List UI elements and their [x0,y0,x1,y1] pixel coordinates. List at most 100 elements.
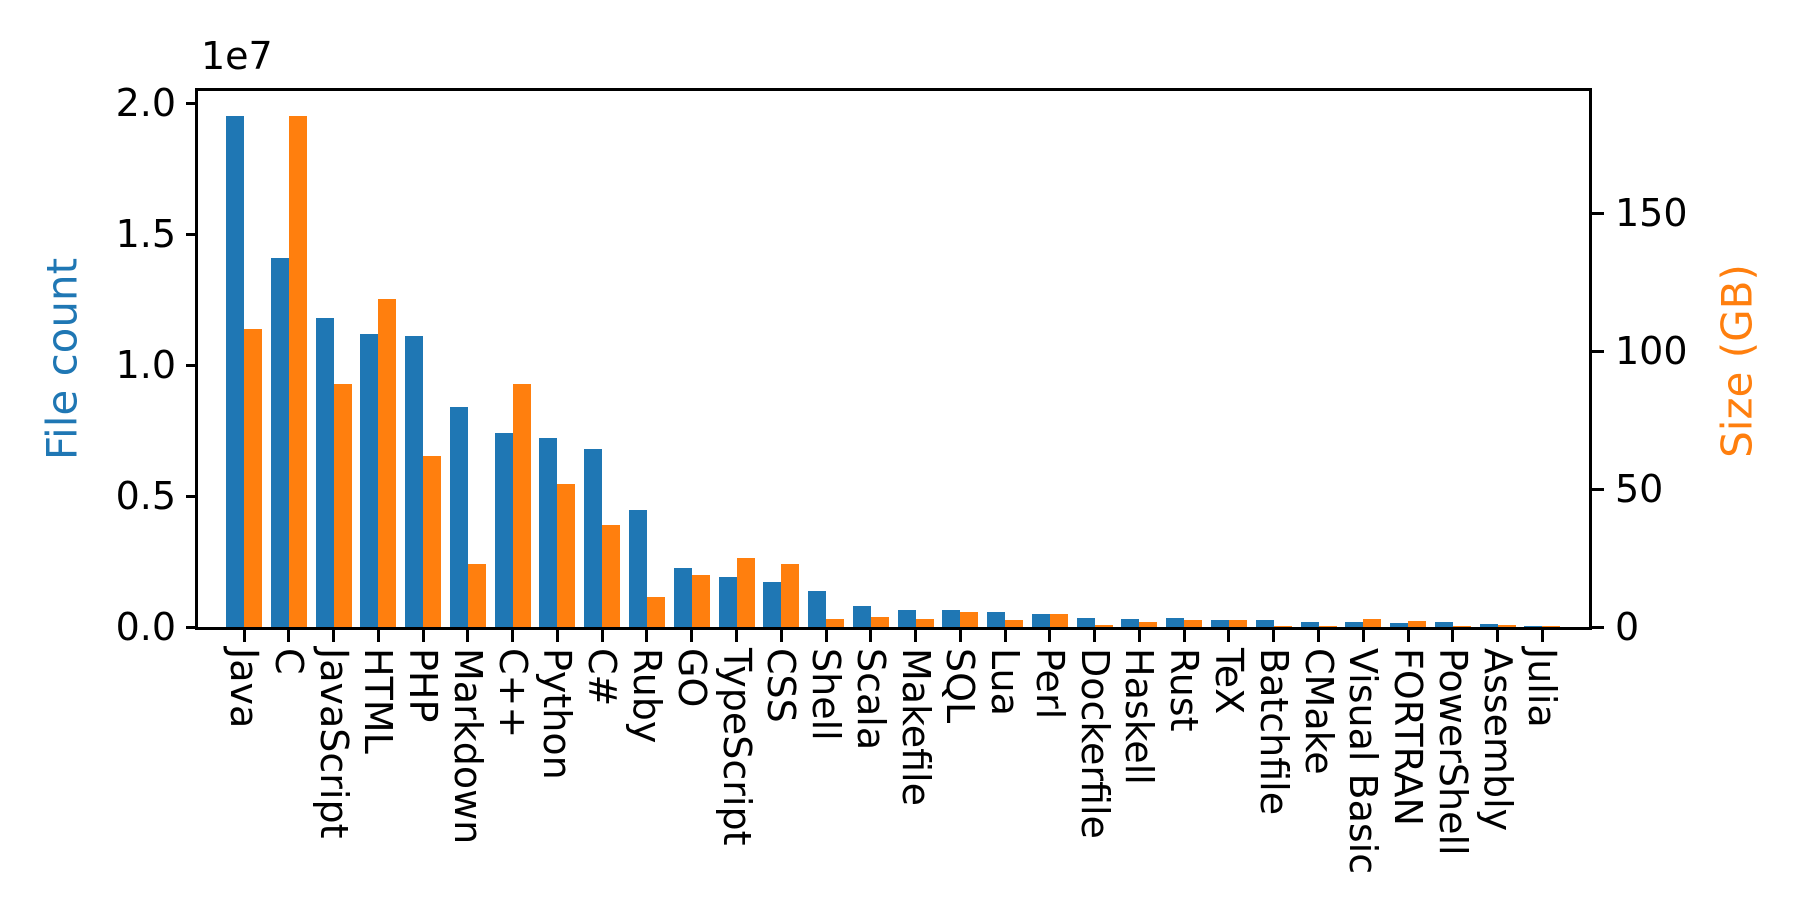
y-tick-left-0 [186,625,198,629]
x-tick-label-markdown: Markdown [445,648,490,845]
bar-rust-file-count [1166,618,1185,627]
x-tick-label-javascript: JavaScript [311,648,356,839]
bar-go-file-count [673,568,692,627]
x-tick-label-typescript: TypeScript [714,648,759,846]
x-tick-label-sql: SQL [938,648,983,724]
y-tick-label-left-0: 0.0 [115,605,176,649]
x-tick-label-batchfile: Batchfile [1251,648,1296,816]
x-tick-markdown [466,630,470,642]
x-tick-label-visual-basic: Visual Basic [1341,648,1386,875]
x-tick-rust [1182,630,1186,642]
bar-batchfile-file-count [1255,619,1274,627]
bar-python-size [557,483,576,627]
x-tick-label-c: C [266,648,311,675]
x-tick-shell [824,630,828,642]
bar-sql-file-count [942,610,961,627]
bar-dockerfile-size [1094,625,1113,627]
x-tick-label-python: Python [535,648,580,780]
bar-visual-basic-file-count [1345,621,1364,627]
bar-cpp-size [512,384,531,627]
x-tick-assembly [1496,630,1500,642]
x-tick-label-go: GO [669,648,714,708]
bar-makefile-file-count [897,610,916,627]
bar-html-file-count [360,333,379,627]
bar-typescript-size [736,558,755,627]
x-tick-visual-basic [1361,630,1365,642]
x-tick-label-assembly: Assembly [1475,648,1520,832]
bar-fortran-size [1408,620,1426,627]
x-tick-julia [1540,630,1544,642]
bar-shell-file-count [808,591,826,627]
bar-css-size [781,563,800,627]
bar-c-file-count [270,257,289,627]
left-axis-offset-label: 1e7 [201,34,273,78]
bar-javascript-file-count [315,317,334,627]
bar-assembly-file-count [1479,624,1498,627]
x-tick-label-cmake: CMake [1296,648,1341,775]
x-tick-label-scala: Scala [848,648,893,751]
plot-area [195,88,1592,630]
x-tick-java [242,630,246,642]
bar-css-file-count [763,581,782,627]
y-tick-label-left-1: 0.5 [115,474,176,518]
y-tick-label-left-4: 2.0 [115,81,176,126]
x-tick-label-shell: Shell [804,648,848,741]
x-tick-html [376,630,380,642]
bar-powershell-size [1452,625,1471,627]
bar-haskell-file-count [1121,618,1140,627]
bar-python-file-count [539,438,558,627]
bar-ruby-size [646,596,665,627]
bar-julia-file-count [1524,626,1543,627]
x-tick-ruby [645,630,649,642]
y-tick-right-3 [1592,211,1604,215]
y-tick-right-0 [1592,625,1604,629]
x-tick-label-csharp: C# [580,648,625,707]
bar-rust-size [1184,620,1203,627]
bar-fortran-file-count [1390,623,1408,627]
x-tick-label-powershell: PowerShell [1430,648,1475,856]
bar-go-size [691,574,710,627]
x-tick-label-julia: Julia [1520,648,1565,728]
y-tick-label-right-1: 50 [1615,467,1664,511]
x-tick-label-css: CSS [759,648,804,723]
bar-csharp-file-count [584,448,603,627]
x-tick-go [690,630,694,642]
x-tick-cpp [511,630,515,642]
x-tick-label-php: PHP [401,648,446,723]
bar-makefile-size [915,619,934,627]
bar-batchfile-size [1273,626,1292,627]
x-tick-label-html: HTML [356,648,401,754]
bar-c-size [288,116,307,627]
y-tick-label-right-2: 100 [1615,329,1688,373]
bar-scala-size [870,617,889,627]
x-tick-powershell [1451,630,1455,642]
y-tick-label-right-0: 0 [1615,605,1640,649]
y-tick-label-left-2: 1.0 [115,343,176,387]
x-tick-c [287,630,291,642]
x-tick-scala [869,630,873,642]
x-tick-label-ruby: Ruby [624,648,669,744]
bar-julia-size [1542,626,1561,627]
x-tick-label-fortran: FORTRAN [1386,648,1430,826]
x-tick-typescript [735,630,738,642]
bar-powershell-file-count [1434,621,1453,627]
bar-csharp-size [602,524,621,627]
bar-cmake-file-count [1300,621,1319,627]
bar-scala-file-count [852,606,871,627]
x-tick-haskell [1137,630,1141,642]
bar-markdown-file-count [449,406,468,627]
bar-java-file-count [226,116,244,627]
y-tick-left-3 [186,232,198,236]
bar-cmake-size [1318,626,1337,627]
bar-perl-size [1049,614,1068,627]
bar-javascript-size [333,384,352,627]
x-tick-python [555,630,559,642]
x-tick-php [421,630,425,642]
y-tick-left-4 [186,101,198,105]
x-tick-label-haskell: Haskell [1117,648,1162,785]
x-tick-label-dockerfile: Dockerfile [1072,648,1117,839]
bar-php-file-count [405,336,424,627]
bar-tex-file-count [1210,620,1229,627]
bar-lua-file-count [987,612,1006,627]
